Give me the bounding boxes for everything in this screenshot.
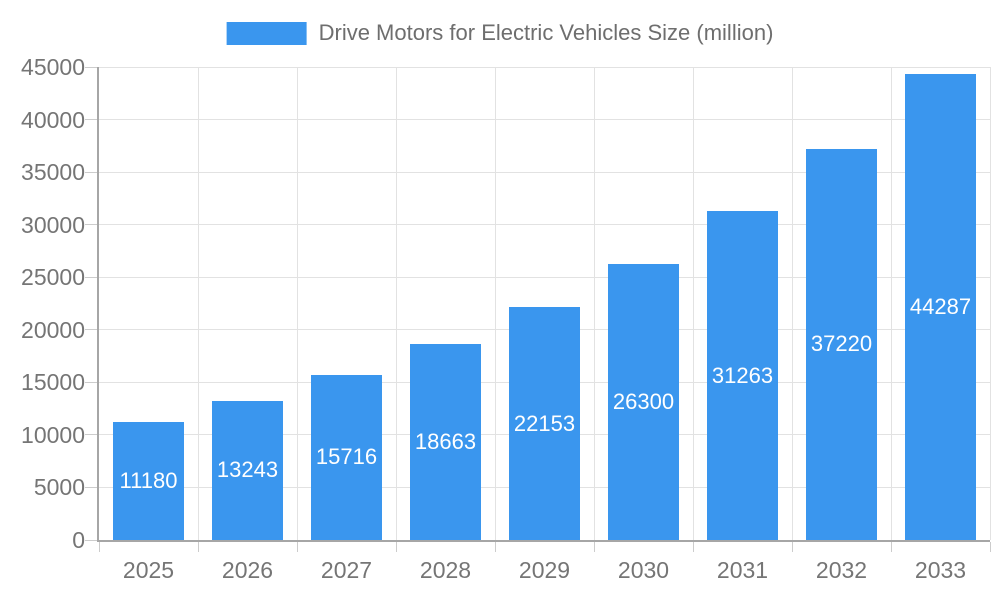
legend-swatch bbox=[226, 21, 307, 45]
x-axis-tick bbox=[593, 542, 595, 552]
x-axis-tick-label: 2028 bbox=[419, 557, 472, 583]
bar-2033: 44287 bbox=[904, 74, 977, 540]
y-axis-tick bbox=[85, 434, 97, 436]
y-axis-tick bbox=[85, 486, 97, 488]
v-gridline bbox=[890, 67, 892, 540]
y-axis-tick-label: 0 bbox=[72, 527, 85, 553]
bar-value-label: 15716 bbox=[315, 444, 378, 470]
v-gridline bbox=[395, 67, 397, 540]
plot-area: 11180 13243 15716 18663 22153 26300 31263 37220… bbox=[85, 66, 991, 552]
y-axis-tick bbox=[85, 381, 97, 383]
bar-2030: 26300 bbox=[607, 263, 680, 540]
bar-2028: 18663 bbox=[409, 343, 482, 540]
x-axis-tick-label: 2029 bbox=[518, 557, 571, 583]
x-axis-tick-label: 2032 bbox=[815, 557, 868, 583]
v-gridline bbox=[791, 67, 793, 540]
x-axis-tick-label: 2026 bbox=[221, 557, 274, 583]
bar-value-label: 13243 bbox=[216, 457, 279, 483]
y-axis-tick bbox=[85, 66, 97, 68]
bar-2025: 11180 bbox=[112, 422, 185, 540]
y-axis-tick-label: 30000 bbox=[21, 211, 85, 238]
v-gridline bbox=[593, 67, 595, 540]
v-gridline bbox=[692, 67, 694, 540]
y-axis-tick-label: 15000 bbox=[21, 369, 85, 396]
x-axis-tick bbox=[395, 542, 397, 552]
bar-value-label: 26300 bbox=[612, 388, 675, 414]
h-gridline bbox=[99, 276, 990, 278]
bar-value-label: 31263 bbox=[711, 362, 774, 388]
bar-2027: 15716 bbox=[310, 374, 383, 540]
y-axis-tick bbox=[85, 539, 97, 541]
y-axis-tick bbox=[85, 329, 97, 331]
v-gridline bbox=[197, 67, 199, 540]
v-gridline bbox=[989, 67, 991, 540]
bar-2026: 13243 bbox=[211, 400, 284, 540]
x-axis-tick bbox=[989, 542, 991, 552]
x-axis-tick bbox=[692, 542, 694, 552]
x-axis-tick-label: 2030 bbox=[617, 557, 670, 583]
bar-2032: 37220 bbox=[805, 148, 878, 540]
v-gridline bbox=[296, 67, 298, 540]
bar-2029: 22153 bbox=[508, 307, 581, 540]
y-axis-tick bbox=[85, 171, 97, 173]
x-axis-tick-label: 2033 bbox=[914, 557, 967, 583]
bar-value-label: 44287 bbox=[909, 294, 972, 320]
bar-value-label: 37220 bbox=[810, 331, 873, 357]
chart-legend[interactable]: Drive Motors for Electric Vehicles Size … bbox=[226, 20, 774, 46]
y-axis-tick bbox=[85, 224, 97, 226]
x-axis-tick-label: 2027 bbox=[320, 557, 373, 583]
y-axis-tick bbox=[85, 119, 97, 121]
y-axis-tick bbox=[85, 276, 97, 278]
y-axis-tick-label: 40000 bbox=[21, 106, 85, 133]
bar-value-label: 11180 bbox=[119, 468, 178, 494]
h-gridline bbox=[99, 119, 990, 121]
y-axis-tick-label: 35000 bbox=[21, 159, 85, 186]
x-axis-tick bbox=[98, 542, 100, 552]
x-axis-tick bbox=[890, 542, 892, 552]
h-gridline bbox=[99, 224, 990, 226]
x-axis-tick-label: 2025 bbox=[122, 557, 175, 583]
y-axis-tick-label: 20000 bbox=[21, 316, 85, 343]
x-axis-tick bbox=[296, 542, 298, 552]
bar-value-label: 22153 bbox=[513, 410, 576, 436]
x-axis-tick-label: 2031 bbox=[716, 557, 769, 583]
y-axis-tick-label: 25000 bbox=[21, 264, 85, 291]
bar-2031: 31263 bbox=[706, 211, 779, 540]
h-gridline bbox=[99, 171, 990, 173]
x-axis-tick bbox=[494, 542, 496, 552]
bar-value-label: 18663 bbox=[414, 428, 477, 454]
x-axis-tick bbox=[791, 542, 793, 552]
y-axis-tick-label: 45000 bbox=[21, 54, 85, 80]
y-axis-tick-label: 5000 bbox=[33, 474, 85, 501]
x-axis-tick bbox=[197, 542, 199, 552]
legend-label: Drive Motors for Electric Vehicles Size … bbox=[318, 20, 774, 45]
y-axis-tick-label: 10000 bbox=[21, 421, 85, 448]
h-gridline bbox=[99, 66, 990, 68]
v-gridline bbox=[494, 67, 496, 540]
